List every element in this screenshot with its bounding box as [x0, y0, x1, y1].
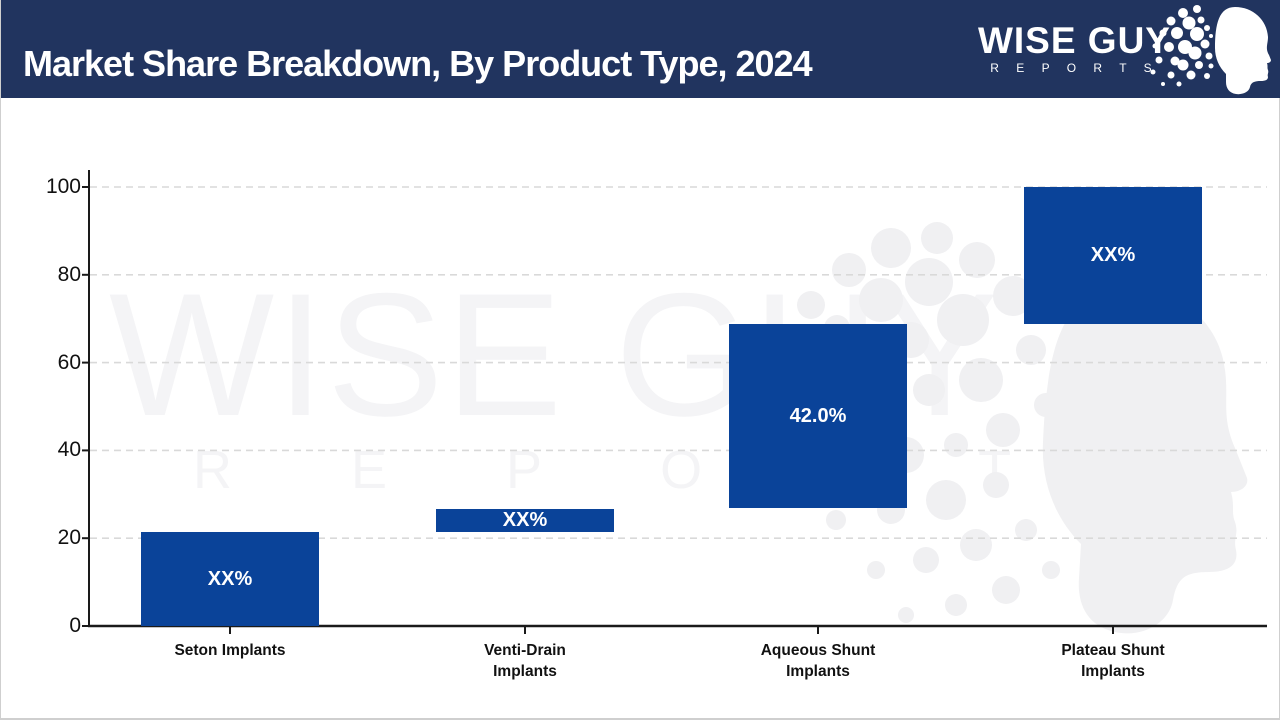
bar-value-label: XX%	[207, 567, 253, 590]
bar-segment: 42.0%	[729, 323, 907, 509]
bar-value-label: 42.0%	[789, 404, 847, 427]
bar-segment: XX%	[1024, 187, 1202, 324]
wiseguy-logo-head-icon	[1150, 5, 1271, 95]
y-axis-tick-label: 100	[45, 175, 81, 198]
bar-value-label: XX%	[502, 509, 548, 532]
chart-title: Market Share Breakdown, By Product Type,…	[23, 43, 813, 84]
wiseguy-logo-subtitle: R E P O R T S	[990, 61, 1159, 75]
bar-value-label: XX%	[1090, 243, 1136, 266]
bar-segment: XX%	[436, 509, 614, 533]
x-axis-category-label: Aqueous Shunt Implants	[760, 642, 876, 680]
bar-segment: XX%	[141, 532, 319, 626]
y-axis-tick-label: 0	[69, 614, 81, 637]
wiseguy-logo-wordmark: WISE GUY	[977, 20, 1171, 61]
x-axis-category-label: Plateau Shunt Implants	[1061, 642, 1165, 680]
y-axis-tick-label: 60	[57, 350, 81, 374]
header-bar: Market Share Breakdown, By Product Type,…	[1, 0, 1280, 98]
x-axis-category-label: Venti-Drain Implants	[484, 642, 566, 680]
x-axis-category-label: Seton Implants	[174, 642, 286, 659]
y-axis-tick-label: 80	[57, 262, 81, 286]
wiseguy-logo-text: WISE GUY R E P O R T S	[978, 22, 1171, 76]
y-axis-tick-label: 40	[57, 438, 81, 462]
y-axis-tick-label: 20	[57, 526, 81, 550]
wiseguy-logo: WISE GUY R E P O R T S	[978, 0, 1271, 98]
